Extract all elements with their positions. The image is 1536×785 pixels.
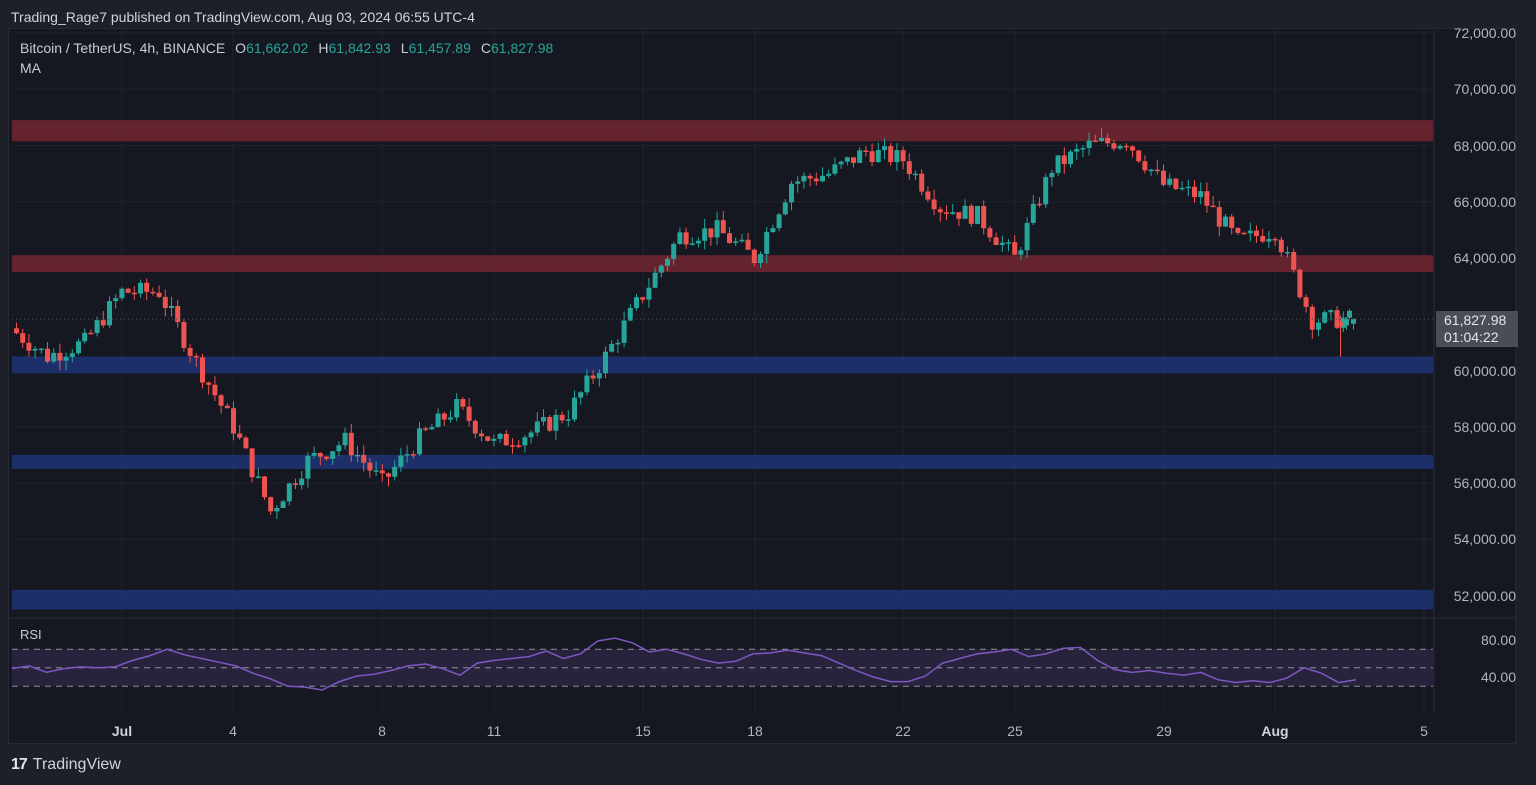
price-tick: 70,000.00 [1453, 81, 1516, 98]
time-tick: 11 [486, 723, 502, 739]
low-value: 61,457.89 [408, 40, 471, 56]
time-tick: 5 [1420, 723, 1428, 739]
last-price: 61,827.98 [1444, 312, 1507, 328]
price-tick: 60,000.00 [1453, 362, 1516, 379]
symbol-name[interactable]: Bitcoin / TetherUS, 4h, BINANCE [20, 40, 226, 56]
time-tick: 4 [229, 723, 237, 739]
time-tick: 25 [1007, 723, 1023, 739]
time-tick: 8 [378, 723, 386, 739]
chart-frame[interactable] [8, 28, 1516, 744]
price-tick: 68,000.00 [1453, 137, 1516, 154]
open-value: 61,662.02 [246, 40, 309, 56]
rsi-tick: 40.00 [1480, 669, 1516, 685]
close-label: C [480, 40, 491, 56]
price-tick: 52,000.00 [1453, 587, 1516, 604]
high-value: 61,842.93 [328, 40, 391, 56]
footer-brand: 17 TradingView [11, 756, 121, 774]
brand-name: TradingView [32, 756, 121, 773]
price-tick: 72,000.00 [1453, 25, 1516, 41]
rsi-pane [11, 637, 1433, 691]
resistance-zone[interactable] [12, 120, 1433, 142]
time-tick: 22 [895, 723, 911, 739]
bar-countdown: 01:04:22 [1444, 329, 1499, 345]
rsi-tick: 80.00 [1480, 632, 1516, 648]
ma-indicator-label[interactable]: MA [20, 60, 41, 76]
price-tick: 58,000.00 [1453, 418, 1516, 435]
rsi-pane-title[interactable]: RSI [20, 627, 42, 642]
resistance-zone[interactable] [12, 255, 1433, 273]
support-zone[interactable] [12, 356, 1433, 374]
publisher-line: Trading_Rage7 published on TradingView.c… [11, 9, 475, 25]
price-tick: 56,000.00 [1453, 475, 1516, 491]
tradingview-logo-icon: 17 [11, 756, 28, 773]
support-zone[interactable] [12, 589, 1433, 610]
last-price-tag: 61,827.98 01:04:22 [1436, 311, 1518, 347]
time-tick: 15 [635, 723, 651, 739]
price-tick: 54,000.00 [1453, 531, 1516, 548]
time-tick: Jul [111, 723, 133, 739]
time-tick: 29 [1156, 723, 1172, 739]
price-tick: 64,000.00 [1453, 250, 1516, 266]
high-label: H [318, 40, 329, 56]
open-label: O [235, 40, 247, 56]
symbol-legend: Bitcoin / TetherUS, 4h, BINANCE O 61,662.… [20, 40, 553, 56]
low-label: L [400, 40, 409, 56]
close-value: 61,827.98 [491, 40, 554, 56]
time-tick: Aug [1261, 723, 1289, 739]
time-tick: 18 [747, 723, 763, 739]
price-tick: 66,000.00 [1453, 193, 1516, 210]
support-zone[interactable] [12, 454, 1433, 469]
candles [14, 128, 1356, 520]
